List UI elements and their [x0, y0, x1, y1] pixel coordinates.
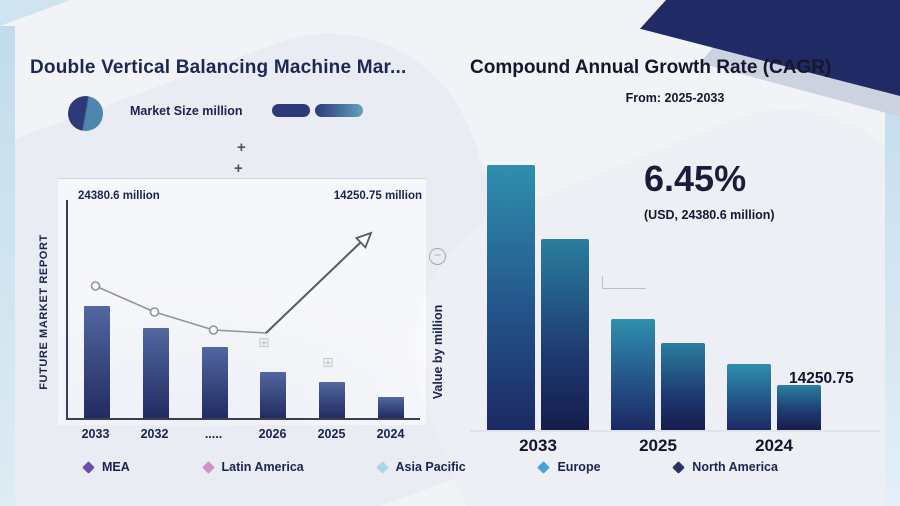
legend-item-latin-america: Latin America — [201, 460, 304, 474]
gradient-pill-icon — [272, 104, 363, 117]
cagr-x-label: 2024 — [755, 436, 793, 455]
x-tick-label: 2033 — [81, 427, 110, 441]
plus-icon: + — [234, 160, 243, 177]
legend-item-asia-pacific: Asia Pacific — [375, 460, 466, 474]
x-tick-label: 2032 — [140, 427, 169, 441]
market-size-bar — [84, 306, 111, 418]
market-size-sphere-icon — [68, 96, 103, 131]
future-market-report-label: FUTURE MARKET REPORT — [38, 234, 50, 390]
legend-item-mea: MEA — [82, 460, 130, 474]
left-chart-end-value: 14250.75 million — [333, 190, 422, 202]
cagr-value: 6.45% — [644, 158, 747, 199]
legend-diamond-icon — [537, 460, 551, 474]
pill-segment-left — [272, 104, 310, 117]
bottom-legend: MEA Latin America Asia Pacific Europe North … — [82, 460, 778, 474]
market-size-bar — [201, 347, 228, 418]
market-size-bar — [260, 372, 287, 418]
cagr-bar — [487, 165, 535, 430]
market-size-bar — [318, 382, 345, 418]
x-tick-label: 2024 — [376, 427, 405, 441]
left-chart-xlabels: 2033 2032..... 2026 2025 2024 — [66, 427, 420, 441]
cagr-note: (USD, 24380.6 million) — [644, 208, 775, 222]
cagr-x-label: 2025 — [639, 436, 677, 455]
legend-diamond-icon — [201, 460, 215, 474]
top-left-accent — [0, 0, 70, 26]
cagr-bar — [727, 364, 771, 430]
right-chart-groups: 2033 2025 2024 — [470, 160, 880, 455]
legend-diamond-icon — [82, 460, 95, 474]
cagr-bar — [541, 239, 589, 430]
x-tick-label: 2025 — [317, 427, 346, 441]
market-size-bar — [142, 328, 169, 418]
legend-label: Europe — [557, 460, 601, 474]
cagr-bar — [777, 385, 821, 430]
right-edge-strip — [885, 60, 900, 506]
cagr-bar — [611, 319, 655, 430]
left-chart-bars — [66, 200, 420, 420]
legend-label: North America — [692, 460, 778, 474]
cagr-bar-group-2025: 2025 — [611, 319, 705, 455]
grid-icon: ⊞ — [258, 334, 270, 350]
cagr-x-label: 2033 — [519, 436, 557, 455]
legend-label: Asia Pacific — [395, 460, 466, 474]
plus-icon: + — [237, 139, 246, 156]
left-edge-strip — [0, 26, 15, 506]
pill-segment-right — [315, 104, 363, 117]
left-chart-max-value: 24380.6 million — [78, 190, 160, 202]
legend-item-north-america: North America — [672, 460, 778, 474]
cagr-subtitle: From: 2025-2033 — [625, 91, 725, 105]
value-axis-label: Value by million — [431, 304, 445, 400]
step-line-decoration — [602, 276, 646, 289]
cagr-title: Compound Annual Growth Rate (CAGR) — [470, 57, 832, 78]
legend-item-europe: Europe — [537, 460, 601, 474]
legend-diamond-icon — [375, 460, 389, 474]
market-size-bar — [377, 397, 404, 418]
cagr-bar-group-2024: 2024 — [727, 364, 821, 455]
legend-label: MEA — [102, 460, 130, 474]
left-chart-title: Double Vertical Balancing Machine Mar... — [30, 57, 407, 78]
cagr-bar-group-2033: 2033 — [487, 165, 589, 455]
grid-icon: ⊞ — [322, 354, 334, 370]
legend-label: Latin America — [221, 460, 304, 474]
legend-diamond-icon — [672, 460, 686, 474]
x-tick-label: 2026 — [258, 427, 287, 441]
minus-circle-icon: − — [429, 248, 446, 265]
market-size-legend-label: Market Size million — [130, 104, 243, 118]
x-tick-label: ..... — [204, 427, 223, 441]
cagr-bar — [661, 343, 705, 430]
value-callout: 14250.75 — [789, 370, 854, 387]
